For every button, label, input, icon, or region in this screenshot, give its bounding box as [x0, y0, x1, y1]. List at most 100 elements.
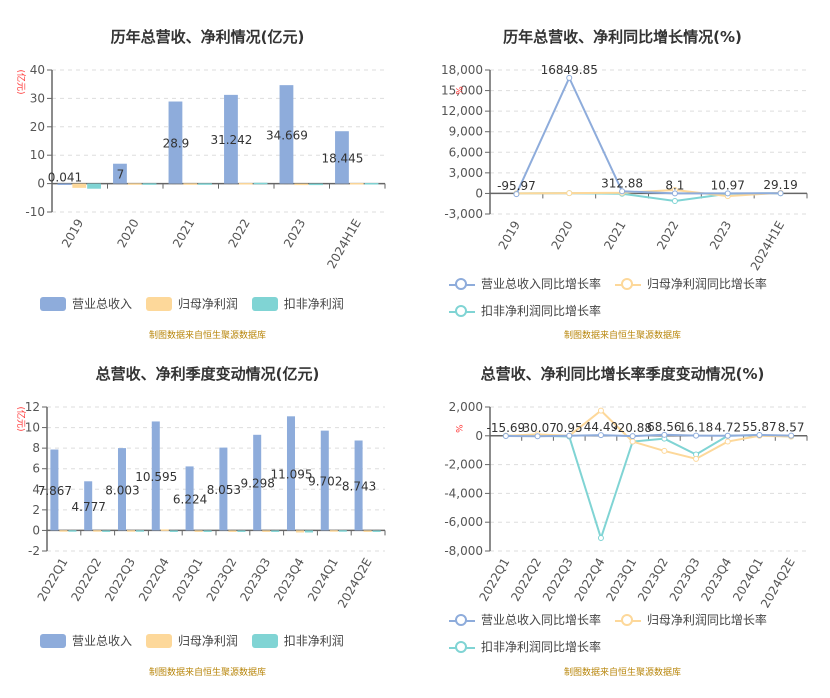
data-point[interactable]	[597, 432, 604, 439]
bar[interactable]	[126, 530, 136, 532]
bar-value-label: 7.867	[38, 484, 72, 498]
bar[interactable]	[349, 183, 364, 185]
legend-item-revenue[interactable]: 营业总收入	[40, 295, 132, 312]
data-point[interactable]	[671, 190, 678, 197]
bar[interactable]	[160, 529, 169, 531]
bar[interactable]	[286, 416, 295, 531]
bar[interactable]	[59, 530, 68, 532]
data-point[interactable]	[502, 433, 509, 440]
bar[interactable]	[363, 530, 372, 532]
bar[interactable]	[136, 530, 145, 532]
data-point[interactable]	[566, 432, 573, 439]
legend-item-deducted-profit[interactable]: 扣非净利润	[251, 295, 344, 312]
bar[interactable]	[185, 466, 194, 531]
data-point[interactable]	[661, 431, 668, 438]
legend-item-deducted-profit[interactable]: 扣非净利润	[251, 632, 344, 649]
bar[interactable]	[68, 530, 77, 532]
bar[interactable]	[329, 530, 338, 532]
bar-value-label: 7	[117, 168, 125, 182]
bar[interactable]	[117, 448, 126, 531]
quarterly-bar-chart: -2024681012(亿元)2022Q12022Q22022Q32022Q42…	[15, 400, 386, 610]
bar[interactable]	[237, 530, 246, 532]
data-point[interactable]	[693, 455, 700, 462]
bar[interactable]	[372, 530, 381, 532]
x-tick-label: 2024Q1	[730, 556, 766, 604]
x-tick-label: 2019	[59, 217, 86, 250]
data-point[interactable]	[777, 190, 784, 197]
legend-line-icon	[449, 613, 475, 627]
data-point[interactable]	[671, 197, 678, 204]
data-point[interactable]	[619, 188, 626, 195]
bar[interactable]	[87, 183, 101, 189]
bar[interactable]	[279, 85, 294, 184]
legend-item-deducted-growth[interactable]: 扣非净利润同比增长率	[449, 635, 601, 659]
legend-item-net-profit-growth[interactable]: 归母净利润同比增长率	[614, 272, 767, 296]
data-point[interactable]	[566, 190, 573, 197]
data-point[interactable]	[513, 191, 520, 198]
bar[interactable]	[354, 440, 363, 531]
legend-item-deducted-growth[interactable]: 扣非净利润同比增长率	[449, 299, 601, 323]
bar[interactable]	[228, 530, 237, 532]
bar[interactable]	[294, 183, 309, 186]
bar[interactable]	[102, 530, 111, 532]
data-point[interactable]	[597, 407, 604, 414]
bar[interactable]	[198, 183, 212, 185]
bar[interactable]	[93, 530, 102, 532]
data-point[interactable]	[629, 433, 636, 440]
legend-item-revenue-growth[interactable]: 营业总收入同比增长率	[449, 608, 601, 632]
data-point[interactable]	[566, 74, 573, 81]
x-tick-label: 2019	[496, 219, 523, 252]
data-point[interactable]	[693, 432, 700, 439]
bar[interactable]	[271, 530, 280, 532]
x-tick-label: 2021	[170, 217, 197, 250]
source-note: 制图数据来自恒生聚源数据库	[148, 668, 266, 678]
bar[interactable]	[84, 481, 93, 531]
bar[interactable]	[142, 183, 157, 185]
bar[interactable]	[224, 94, 238, 184]
bar[interactable]	[194, 530, 203, 532]
bar[interactable]	[309, 183, 323, 186]
legend-item-net-profit[interactable]: 归母净利润	[145, 295, 238, 312]
bar[interactable]	[219, 447, 228, 531]
bar[interactable]	[238, 183, 253, 185]
legend-item-net-profit-growth[interactable]: 归母净利润同比增长率	[614, 608, 767, 632]
data-point[interactable]	[661, 447, 668, 454]
bar[interactable]	[151, 421, 160, 531]
y-tick-label: -2	[28, 544, 40, 558]
bar[interactable]	[169, 530, 178, 532]
bar[interactable]	[262, 530, 271, 532]
legend-item-net-profit[interactable]: 归母净利润	[145, 632, 238, 649]
bar[interactable]	[320, 430, 329, 531]
data-point[interactable]	[724, 432, 731, 439]
bar[interactable]	[364, 183, 379, 185]
bar[interactable]	[127, 183, 142, 185]
legend-item-revenue[interactable]: 营业总收入	[40, 632, 132, 649]
bar[interactable]	[72, 183, 87, 188]
data-point[interactable]	[724, 190, 731, 197]
legend-line-icon	[449, 304, 475, 318]
data-point[interactable]	[756, 431, 763, 438]
bar[interactable]	[57, 183, 72, 185]
x-tick-label: 2021	[601, 219, 628, 252]
legend-swatch-icon	[251, 633, 278, 648]
bar[interactable]	[183, 183, 198, 185]
data-point[interactable]	[534, 433, 541, 440]
bar[interactable]	[305, 530, 314, 533]
bar[interactable]	[253, 434, 262, 531]
bar[interactable]	[50, 449, 59, 531]
data-point[interactable]	[629, 438, 636, 445]
bar[interactable]	[253, 182, 268, 185]
bar[interactable]	[113, 163, 127, 184]
bar[interactable]	[168, 101, 183, 184]
data-point[interactable]	[597, 535, 604, 542]
point-value-label: -20.88	[613, 421, 652, 435]
data-point[interactable]	[724, 438, 731, 445]
bar[interactable]	[203, 530, 212, 532]
bar[interactable]	[338, 530, 347, 532]
legend-item-revenue-growth[interactable]: 营业总收入同比增长率	[449, 272, 601, 296]
point-value-label: 8.1	[665, 178, 684, 192]
x-tick-label: 2023Q2	[635, 556, 671, 604]
bar[interactable]	[335, 131, 349, 184]
data-point[interactable]	[788, 432, 795, 439]
bar[interactable]	[295, 530, 305, 533]
